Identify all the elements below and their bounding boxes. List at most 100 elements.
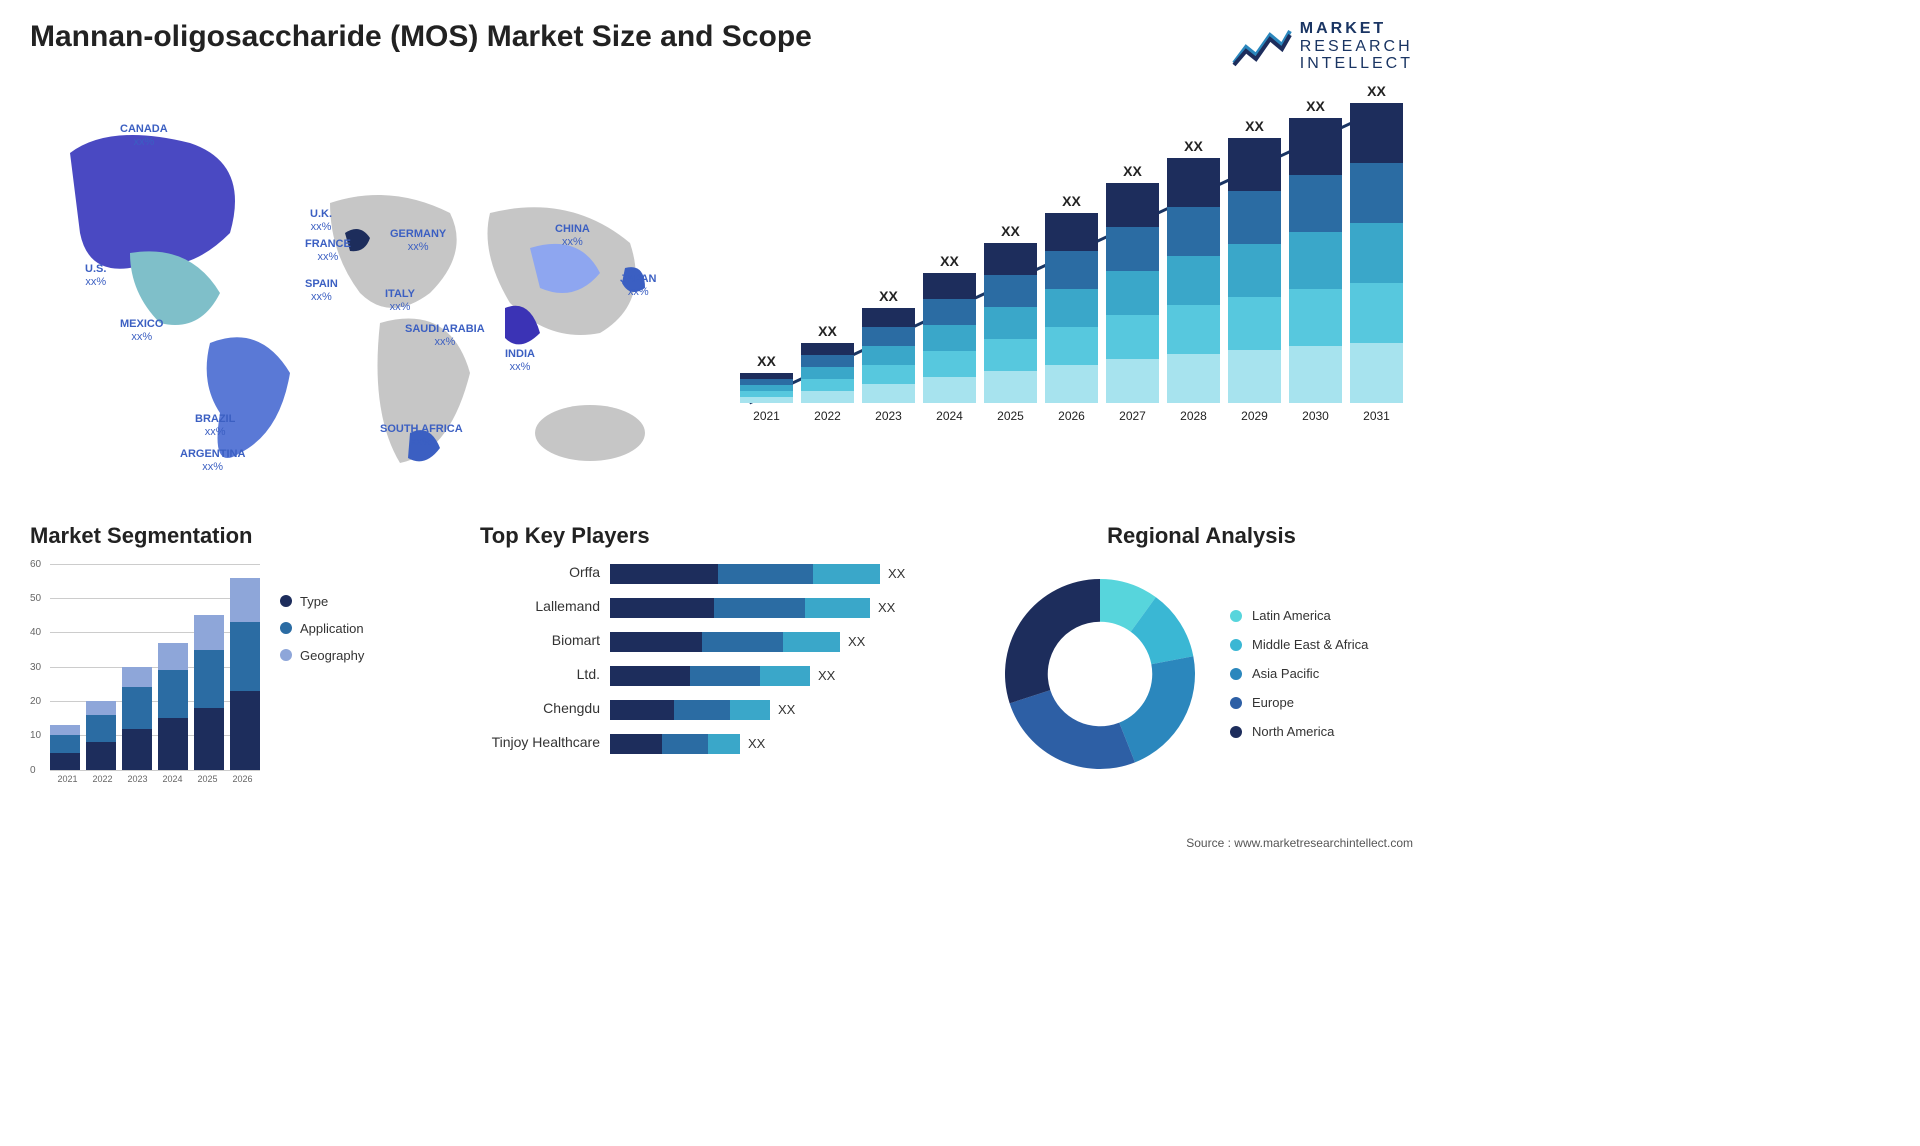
seg-bar [122, 667, 152, 770]
year-label: 2025 [997, 409, 1024, 423]
legend-swatch [280, 622, 292, 634]
bar-segment [1106, 315, 1159, 359]
player-bar-row: XX [610, 598, 960, 618]
legend-label: North America [1252, 724, 1334, 739]
legend-label: Asia Pacific [1252, 666, 1319, 681]
bar-segment [50, 753, 80, 770]
country-label: SAUDI ARABIAxx% [405, 323, 485, 349]
brand-logo: MARKET RESEARCH INTELLECT [1232, 20, 1413, 73]
seg-bar [194, 615, 224, 769]
bar-segment [194, 708, 224, 770]
bar-segment [1167, 158, 1220, 207]
player-label: Ltd. [577, 666, 600, 686]
bar-segment [122, 729, 152, 770]
country-label: ITALYxx% [385, 288, 415, 314]
growth-bar: XX 2029 [1228, 118, 1281, 423]
bar-segment [1045, 289, 1098, 327]
bar-value-label: XX [878, 600, 895, 615]
bar-segment [1167, 256, 1220, 305]
key-players-chart: OrffaLallemandBiomartLtd.ChengduTinjoy H… [480, 564, 960, 754]
country-label: GERMANYxx% [390, 228, 446, 254]
bar-segment [923, 273, 976, 299]
player-label: Orffa [569, 564, 600, 584]
bar-value-label: XX [1062, 193, 1081, 209]
bar-segment [1228, 138, 1281, 191]
bar-segment [801, 391, 854, 403]
bar-segment [230, 691, 260, 770]
bar-segment [1106, 183, 1159, 227]
bar-segment [158, 670, 188, 718]
bar-segment [862, 384, 915, 403]
legend-label: Latin America [1252, 608, 1331, 623]
bar-value-label: XX [888, 566, 905, 581]
growth-bar: XX2028 [1167, 138, 1220, 423]
legend-swatch [1230, 668, 1242, 680]
bottom-section: Market Segmentation 01020304050602021202… [30, 523, 1413, 784]
bar-value-label: XX [848, 634, 865, 649]
country-label: FRANCExx% [305, 238, 351, 264]
logo-text: MARKET RESEARCH INTELLECT [1300, 20, 1413, 73]
bar-segment [194, 615, 224, 649]
country-label: MEXICOxx% [120, 318, 163, 344]
bar-segment [862, 346, 915, 365]
player-label: Chengdu [543, 700, 600, 720]
bar-segment [801, 355, 854, 367]
bar-value-label: XX [1367, 83, 1386, 99]
bar-segment [783, 632, 841, 652]
country-label: INDIAxx% [505, 348, 535, 374]
country-label: U.K.xx% [310, 208, 332, 234]
bar-segment [1350, 283, 1403, 343]
bar-segment [923, 351, 976, 377]
bar-segment [714, 598, 805, 618]
bar-value-label: XX [757, 353, 776, 369]
year-label: 2026 [1058, 409, 1085, 423]
legend-item: Type [280, 594, 364, 609]
bar-segment [158, 718, 188, 770]
donut-slice [1119, 656, 1195, 762]
seg-bar [50, 725, 80, 770]
legend-label: Type [300, 594, 328, 609]
player-bar-row: XX [610, 632, 960, 652]
player-label: Lallemand [535, 598, 600, 618]
year-label: 2024 [936, 409, 963, 423]
bar-segment [1045, 327, 1098, 365]
bar-value-label: XX [1245, 118, 1264, 134]
bar-segment [805, 598, 870, 618]
bar-segment [1045, 365, 1098, 403]
country-label: CANADAxx% [120, 123, 168, 149]
country-label: JAPANxx% [620, 273, 656, 299]
country-label: SOUTH AFRICAxx% [380, 423, 463, 449]
kp-labels: OrffaLallemandBiomartLtd.ChengduTinjoy H… [480, 564, 600, 754]
year-label: 2021 [753, 409, 780, 423]
bar-segment [1228, 191, 1281, 244]
seg-bar [86, 701, 116, 770]
bar-segment [230, 578, 260, 623]
bar-segment [1289, 232, 1342, 289]
year-label: 2022 [85, 774, 120, 784]
bar-segment [984, 307, 1037, 339]
bar-segment [801, 379, 854, 391]
logo-line-2: RESEARCH [1300, 38, 1413, 56]
country-label: ARGENTINAxx% [180, 448, 245, 474]
bar-segment [610, 632, 702, 652]
bar-segment [690, 666, 760, 686]
bar-segment [1350, 223, 1403, 283]
bar-segment [122, 667, 152, 688]
bar-segment [1289, 289, 1342, 346]
bar-segment [923, 377, 976, 403]
bar-segment [1289, 118, 1342, 175]
key-players-panel: Top Key Players OrffaLallemandBiomartLtd… [480, 523, 960, 784]
growth-bar: XX2027 [1106, 163, 1159, 423]
year-label: 2023 [120, 774, 155, 784]
legend-label: Geography [300, 648, 364, 663]
bar-segment [923, 325, 976, 351]
year-label: 2029 [1241, 409, 1268, 423]
bar-segment [984, 339, 1037, 371]
player-bar-row: XX [610, 700, 960, 720]
segmentation-title: Market Segmentation [30, 523, 450, 549]
bar-segment [1167, 305, 1220, 354]
year-label: 2022 [814, 409, 841, 423]
legend-swatch [280, 649, 292, 661]
bar-segment [923, 299, 976, 325]
bar-segment [1167, 207, 1220, 256]
